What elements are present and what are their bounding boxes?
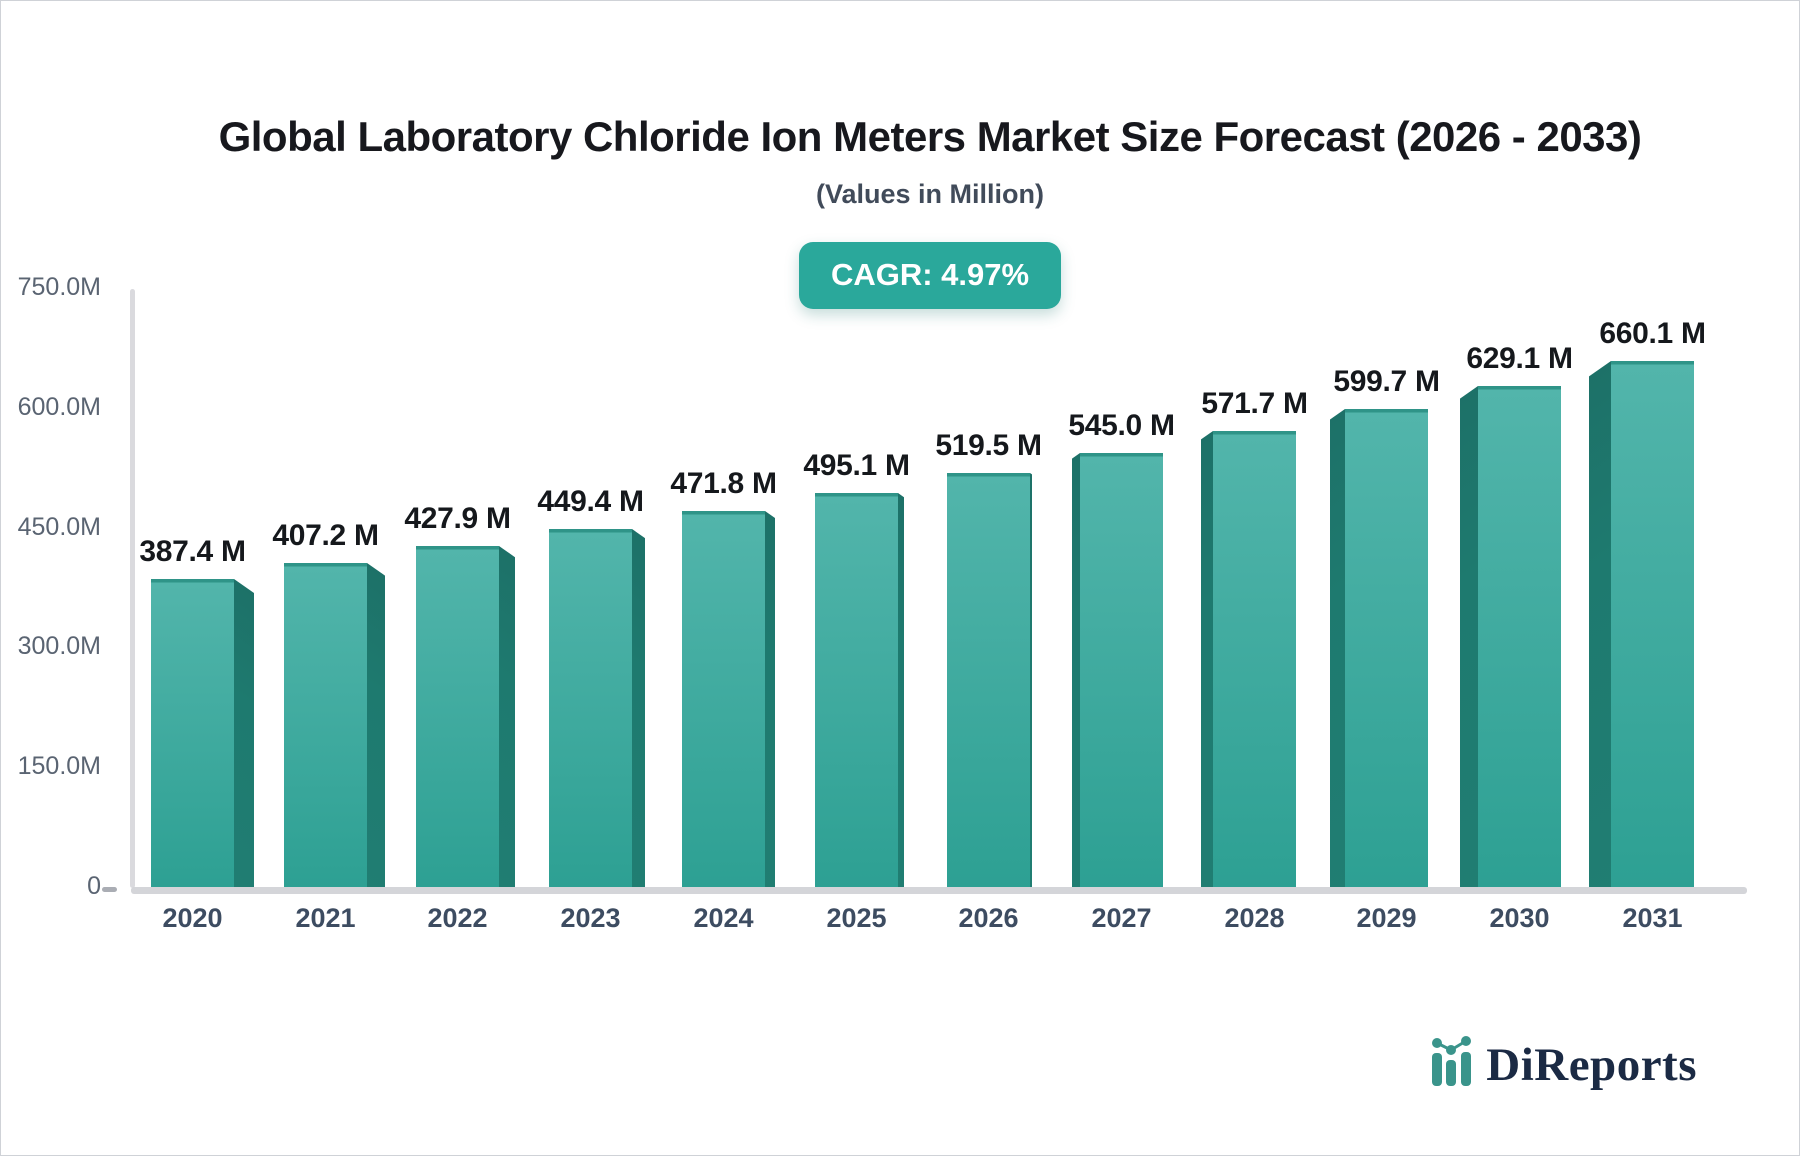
- bar-side-face: [367, 563, 385, 888]
- bar-value-label: 471.8 M: [670, 467, 777, 500]
- brand-name: DiReports: [1486, 1039, 1697, 1091]
- bar-2024: [682, 511, 775, 888]
- bar-2025: [815, 493, 904, 888]
- bar-front-face: [416, 546, 499, 888]
- bar-2026: [947, 473, 1032, 888]
- bar-front-face: [151, 579, 234, 888]
- bar-front-face: [947, 473, 1030, 888]
- bar-2028: [1201, 431, 1296, 888]
- x-axis-label: 2028: [1224, 903, 1285, 933]
- x-axis-label: 2022: [427, 903, 488, 933]
- bar-value-label: 519.5 M: [935, 429, 1042, 462]
- y-axis-tick-label: 750.0M: [17, 272, 101, 301]
- cagr-badge: CAGR: 4.97%: [798, 242, 1062, 309]
- y-axis-tick-label: 300.0M: [17, 632, 101, 661]
- bar-chart-trend-logo-icon: [1432, 1036, 1472, 1086]
- y-axis-tick-label: 0: [87, 872, 101, 900]
- bar-2023: [549, 529, 645, 888]
- bar-value-label: 387.4 M: [139, 535, 246, 568]
- x-axis-label: 2030: [1489, 903, 1550, 933]
- x-axis-label: 2031: [1622, 903, 1683, 933]
- bar-front-face: [1213, 431, 1296, 888]
- bar-side-face: [234, 579, 254, 888]
- bar-value-label: 545.0 M: [1068, 409, 1175, 442]
- bar-side-face: [1030, 473, 1032, 888]
- bar-side-face: [1460, 386, 1478, 888]
- bar-2022: [416, 546, 515, 888]
- bar-front-face: [284, 563, 367, 888]
- y-axis-tick-label: 600.0M: [17, 392, 101, 421]
- zero-tick-mark: [102, 887, 117, 892]
- bar-side-face: [1330, 409, 1345, 888]
- x-axis-label: 2029: [1356, 903, 1417, 933]
- bar-front-face: [1611, 361, 1694, 888]
- bar-side-face: [1201, 431, 1213, 888]
- bar-side-face: [1072, 453, 1080, 888]
- brand-watermark: DiReports: [1430, 1033, 1697, 1089]
- x-axis-label: 2024: [693, 903, 754, 933]
- bar-2031: [1589, 361, 1694, 888]
- bar-side-face: [1589, 361, 1611, 888]
- bar-2030: [1460, 386, 1561, 888]
- bar-2029: [1330, 409, 1428, 888]
- x-axis-label: 2025: [826, 903, 887, 933]
- x-axis-baseline: [131, 887, 1747, 894]
- bar-2021: [284, 563, 385, 888]
- y-axis-tick-label: 150.0M: [17, 752, 101, 781]
- bar-side-face: [898, 493, 904, 888]
- x-axis-label: 2021: [295, 903, 356, 933]
- bar-front-face: [682, 511, 765, 888]
- bar-2027: [1072, 453, 1163, 888]
- bar-value-label: 427.9 M: [404, 502, 511, 535]
- bar-value-label: 407.2 M: [272, 519, 379, 552]
- x-axis-label: 2020: [162, 903, 223, 933]
- bar-value-label: 599.7 M: [1333, 365, 1440, 398]
- bar-front-face: [1345, 409, 1428, 888]
- bar-front-face: [549, 529, 632, 888]
- x-axis-label: 2026: [958, 903, 1019, 933]
- x-axis-label: 2027: [1091, 903, 1152, 933]
- y-axis-tick-label: 450.0M: [17, 512, 101, 541]
- bar-value-label: 629.1 M: [1466, 342, 1573, 375]
- bar-front-face: [1478, 386, 1561, 888]
- bar-side-face: [765, 511, 775, 888]
- bar-front-face: [815, 493, 898, 888]
- bar-value-label: 449.4 M: [537, 485, 644, 518]
- bar-side-face: [499, 546, 515, 888]
- chart-title: Global Laboratory Chloride Ion Meters Ma…: [218, 113, 1642, 160]
- bar-side-face: [632, 529, 645, 888]
- bar-value-label: 571.7 M: [1201, 387, 1308, 420]
- bar-2020: [151, 579, 254, 888]
- chart-subtitle: (Values in Million): [815, 179, 1045, 209]
- bar-front-face: [1080, 453, 1163, 888]
- y-axis-line: [130, 289, 135, 888]
- bar-value-label: 660.1 M: [1599, 317, 1706, 350]
- chart-header: Global Laboratory Chloride Ion Meters Ma…: [61, 1, 1799, 309]
- x-axis-label: 2023: [560, 903, 621, 933]
- bar-value-label: 495.1 M: [803, 449, 910, 482]
